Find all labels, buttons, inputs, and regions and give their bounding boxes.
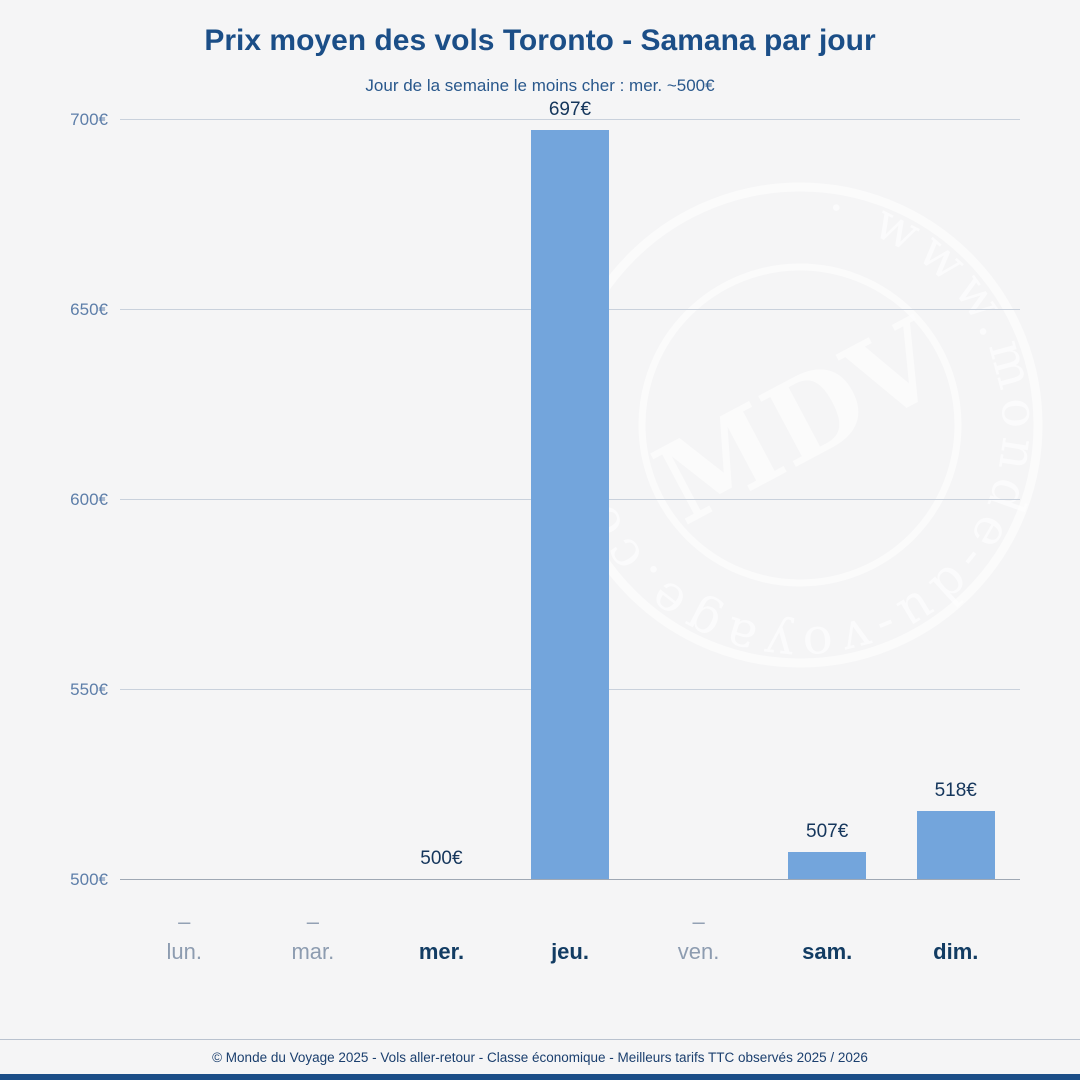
footer-text: © Monde du Voyage 2025 - Vols aller-reto… — [212, 1049, 868, 1065]
x-tick-label: sam. — [802, 939, 853, 964]
bar-sam — [788, 852, 867, 879]
x-category-mer: mer. — [377, 905, 506, 965]
y-tick-label: 650€ — [70, 300, 108, 319]
bar-value-label: 500€ — [420, 848, 463, 869]
bar-value-label: 697€ — [548, 99, 592, 121]
y-tick-label: 550€ — [70, 680, 108, 699]
x-tick-label: jeu. — [551, 939, 589, 964]
gridline — [120, 879, 1020, 880]
x-category-ven: – ven. — [634, 905, 763, 965]
x-tick-label: dim. — [933, 939, 979, 964]
plot-area: 500€ 697€ 507€ 518€ — [120, 99, 1020, 880]
no-data-dash: – — [306, 909, 319, 934]
bar-value-label: 518€ — [934, 779, 977, 801]
y-tick-label: 600€ — [70, 490, 108, 509]
no-data-dash: – — [178, 909, 191, 934]
bar-dim — [916, 810, 995, 879]
chart-title: Prix moyen des vols Toronto - Samana par… — [204, 24, 876, 57]
bar-value-label: 507€ — [806, 821, 849, 843]
x-tick-label: ven. — [677, 939, 720, 964]
x-category-mar: – mar. — [249, 905, 378, 965]
x-tick-label: lun. — [166, 939, 203, 964]
no-data-dash: – — [692, 909, 705, 934]
bar-jeu — [531, 130, 609, 879]
y-axis-labels: 500€ 550€ 600€ 650€ 700€ — [0, 110, 108, 889]
x-tick-label: mar. — [291, 939, 335, 964]
footer: © Monde du Voyage 2025 - Vols aller-reto… — [0, 1039, 1080, 1074]
gridline — [120, 119, 1020, 120]
x-category-lun: – lun. — [120, 905, 249, 965]
x-axis: – lun. – mar. mer. jeu. – ven. sam. dim. — [120, 905, 1020, 965]
y-tick-label: 700€ — [70, 110, 108, 129]
footer-accent-bar — [0, 1074, 1080, 1080]
x-category-jeu: jeu. — [506, 905, 635, 965]
x-category-dim: dim. — [891, 905, 1020, 965]
x-tick-label: mer. — [418, 939, 465, 964]
chart-subtitle: Jour de la semaine le moins cher : mer. … — [365, 76, 715, 95]
x-category-sam: sam. — [763, 905, 892, 965]
y-tick-label: 500€ — [70, 870, 108, 889]
